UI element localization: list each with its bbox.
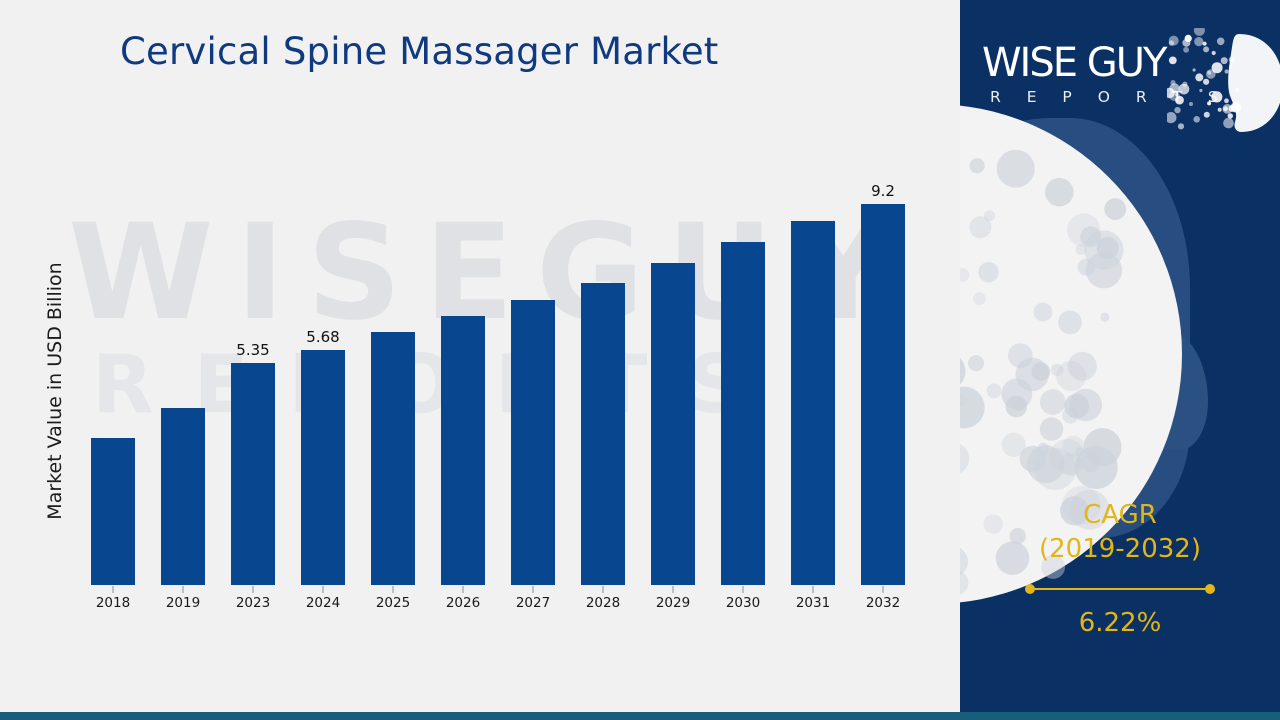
x-tick-label: 2026	[445, 595, 481, 611]
x-tick-label: 2023	[235, 595, 271, 611]
x-tick-2029: 2029	[651, 586, 695, 616]
y-axis-label: Market Value in USD Billion	[44, 262, 66, 520]
bar-2026[interactable]	[441, 315, 485, 585]
bar-2030[interactable]	[721, 241, 765, 585]
tick-mark	[532, 586, 534, 593]
page-title: Cervical Spine Massager Market	[120, 30, 719, 73]
divider-dot-right-icon	[1205, 584, 1215, 594]
bar-2025[interactable]	[371, 332, 415, 585]
bar-2023[interactable]	[231, 363, 275, 585]
bottom-accent-strip	[0, 712, 1280, 720]
dot-pattern-icon	[960, 149, 1127, 595]
cagr-range: (2019-2032)	[1038, 534, 1201, 564]
tick-mark	[602, 586, 604, 593]
tick-mark	[812, 586, 814, 593]
bar-2019[interactable]	[161, 407, 205, 585]
tick-mark	[742, 586, 744, 593]
tick-mark	[882, 586, 884, 593]
x-tick-label: 2028	[585, 595, 621, 611]
tick-mark	[322, 586, 324, 593]
x-tick-label: 2024	[305, 595, 341, 611]
tick-mark	[182, 586, 184, 593]
x-tick-label: 2018	[95, 595, 131, 611]
logo-brand-text: WISE GUY	[982, 40, 1167, 86]
x-tick-2019: 2019	[161, 586, 205, 616]
bar-2029[interactable]	[651, 262, 695, 585]
tick-mark	[462, 586, 464, 593]
bar-2027[interactable]	[511, 300, 555, 585]
tick-mark	[252, 586, 254, 593]
bar-value-label-2023: 5.35	[236, 341, 270, 360]
cagr-value: 6.22%	[1078, 608, 1162, 638]
x-tick-label: 2030	[725, 595, 761, 611]
bar-2018[interactable]	[91, 437, 135, 585]
x-tick-label: 2027	[515, 595, 551, 611]
bar-2031[interactable]	[791, 221, 835, 585]
cagr-divider	[1025, 584, 1215, 594]
logo-tagline-text: R E P O R T S	[990, 88, 1229, 106]
x-tick-2018: 2018	[91, 586, 135, 616]
x-tick-label: 2025	[375, 595, 411, 611]
tick-mark	[392, 586, 394, 593]
chart-panel: WISEGUY REPORTS Cervical Spine Massager …	[44, 30, 918, 616]
x-tick-label: 2019	[165, 595, 201, 611]
x-tick-2025: 2025	[371, 586, 415, 616]
x-tick-2026: 2026	[441, 586, 485, 616]
cagr-block: CAGR (2019-2032) 6.22%	[960, 498, 1280, 638]
tick-mark	[112, 586, 114, 593]
x-tick-label: 2032	[865, 595, 901, 611]
x-axis-ticks: 2018 2019 2023 2024 2025 2026 2027 2028 2029 2030…	[78, 586, 918, 616]
tick-mark	[672, 586, 674, 593]
divider-line	[1030, 588, 1210, 590]
bar-value-label-2032: 9.2	[871, 181, 895, 200]
bar-value-label-2024: 5.68	[306, 327, 340, 346]
logo-dotted-head-icon	[1167, 28, 1280, 132]
x-tick-2024: 2024	[301, 586, 345, 616]
x-tick-2030: 2030	[721, 586, 765, 616]
x-tick-label: 2029	[655, 595, 691, 611]
brand-sidebar: WISE GUY R E P O R T S CAGR (2019-2032) …	[960, 0, 1280, 712]
x-tick-2031: 2031	[791, 586, 835, 616]
x-tick-2032: 2032	[861, 586, 905, 616]
x-tick-2023: 2023	[231, 586, 275, 616]
bar-2024[interactable]	[301, 349, 345, 585]
bar-2032[interactable]	[861, 203, 905, 585]
bar-plot-area: 5.35 5.68 9.2	[78, 150, 918, 585]
brand-logo[interactable]: WISE GUY R E P O R T S	[982, 28, 1280, 132]
x-tick-label: 2031	[795, 595, 831, 611]
x-tick-2028: 2028	[581, 586, 625, 616]
cagr-title: CAGR	[1083, 500, 1157, 530]
bar-2028[interactable]	[581, 282, 625, 585]
x-tick-2027: 2027	[511, 586, 555, 616]
